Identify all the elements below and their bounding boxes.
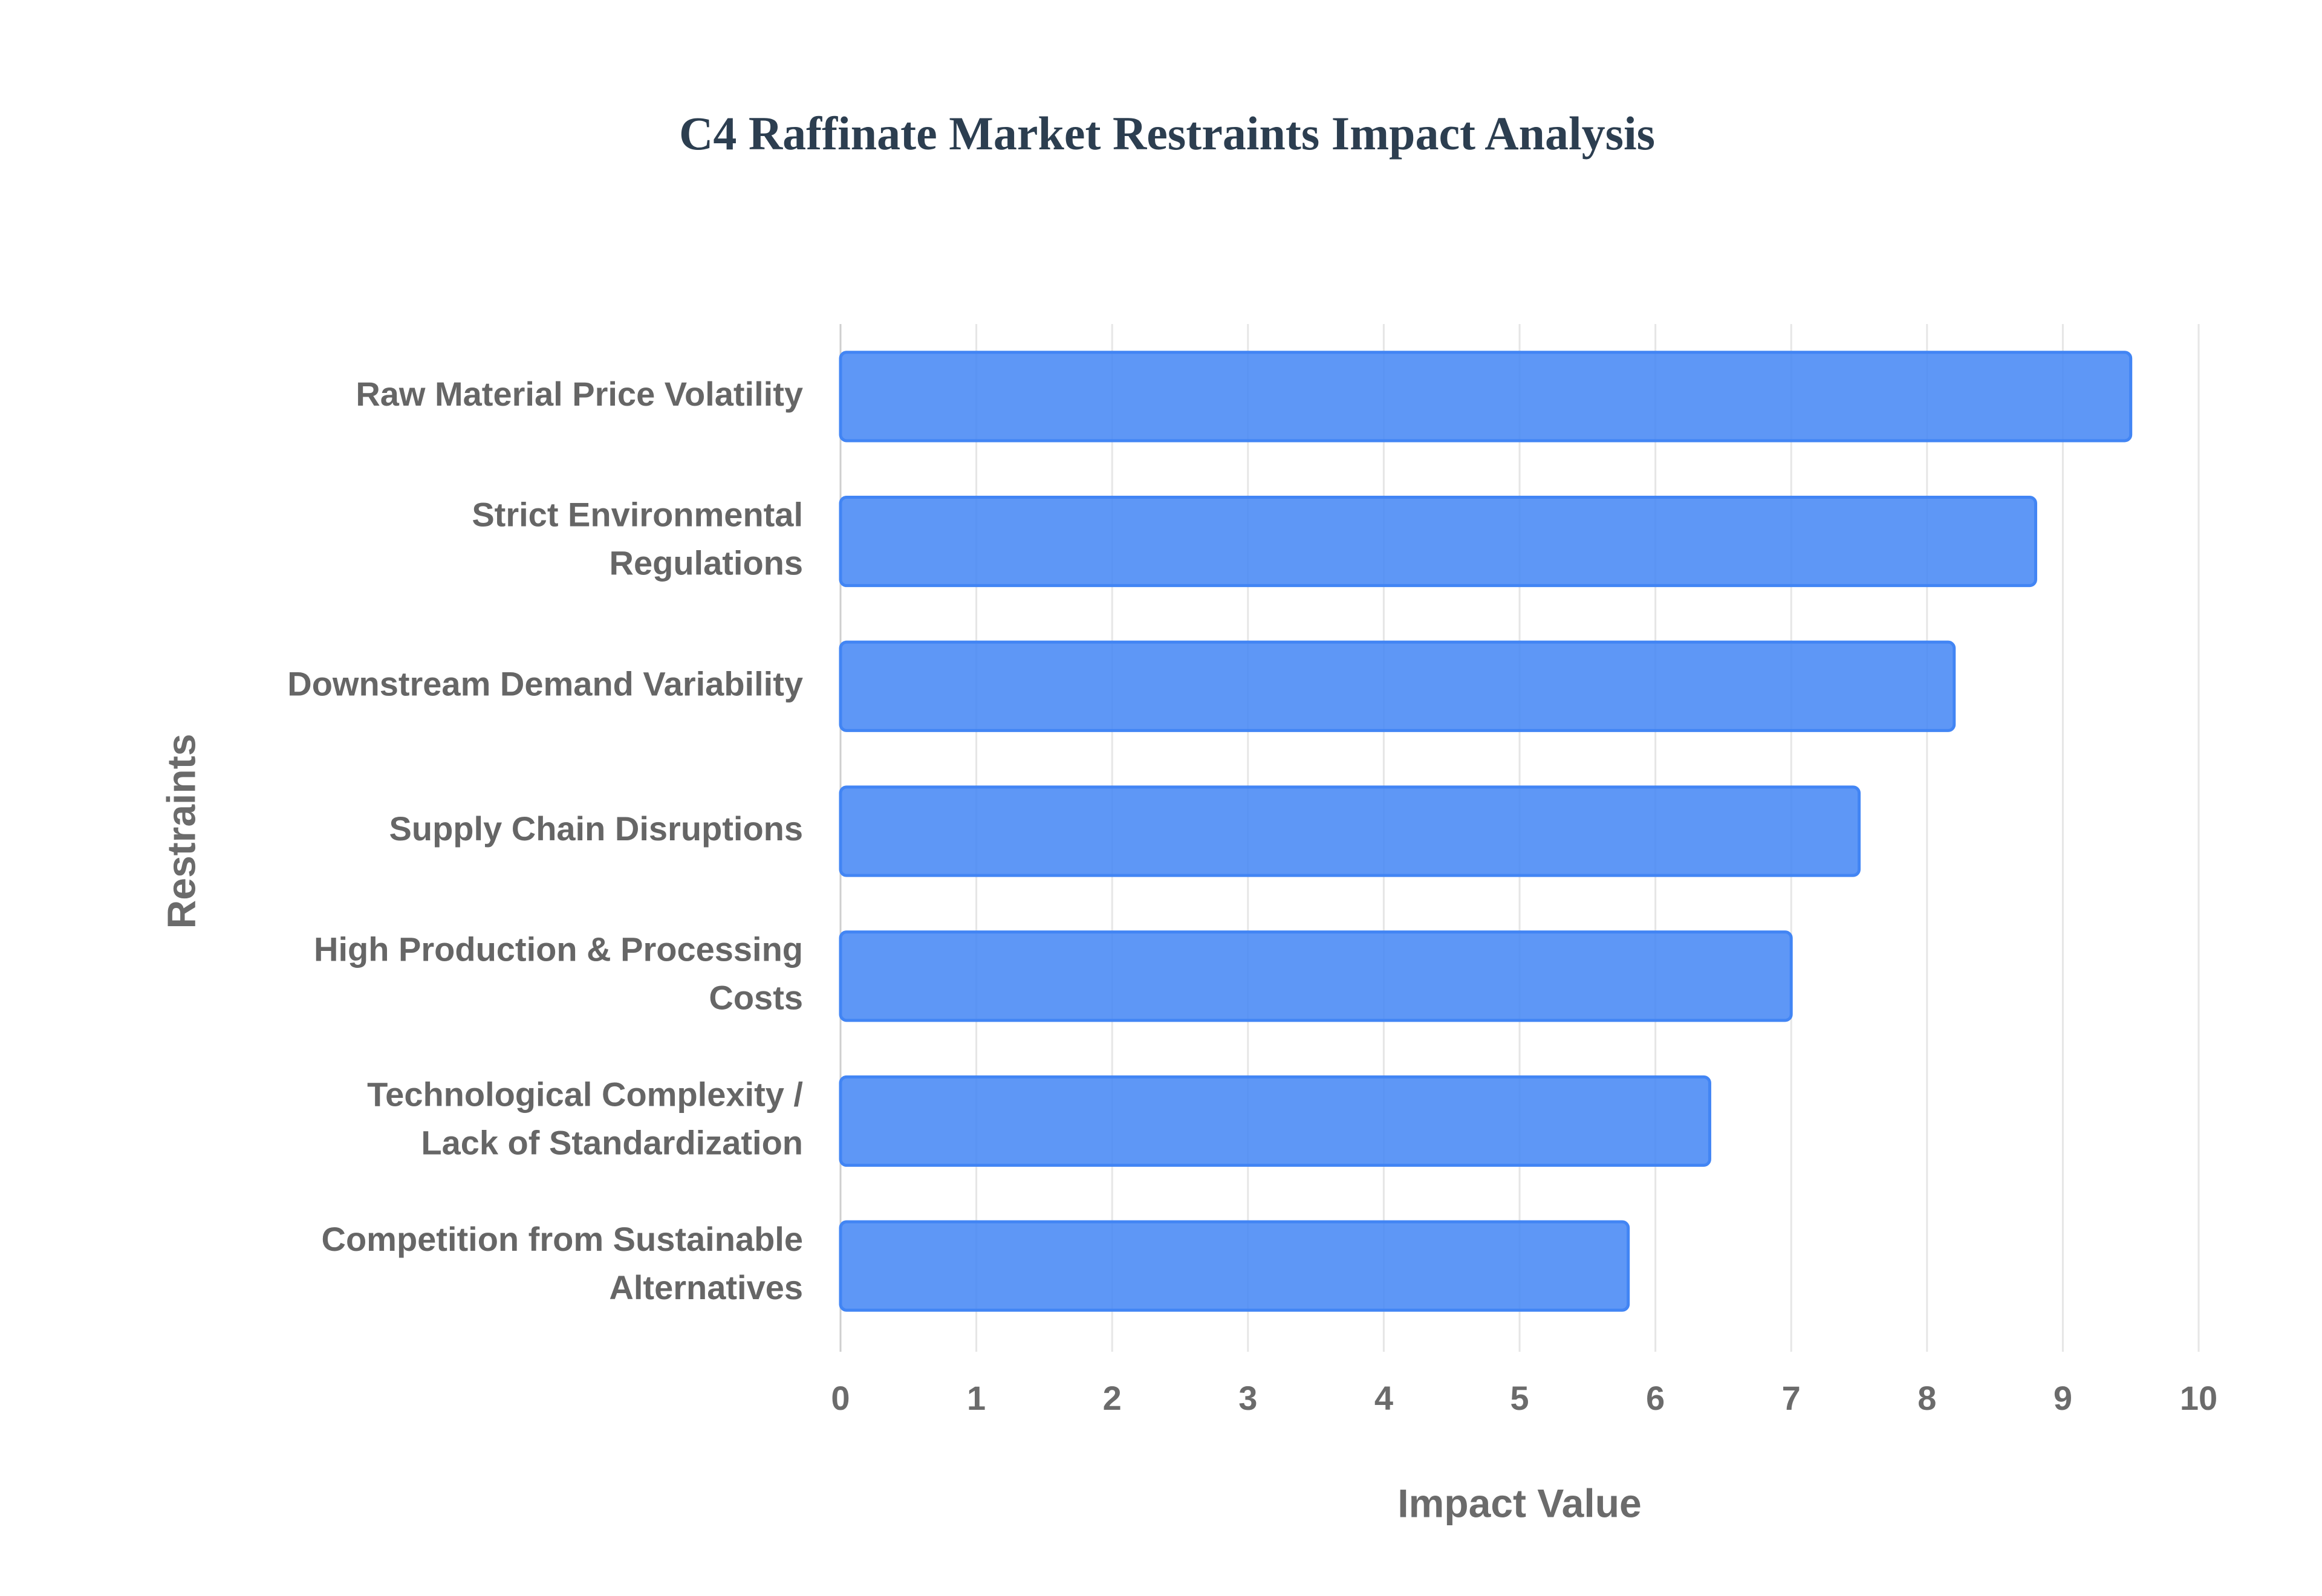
- chart-title: C4 Raffinate Market Restraints Impact An…: [679, 107, 1655, 160]
- bar: [839, 495, 2037, 588]
- y-tick-label: Supply Chain Disruptions: [389, 809, 803, 848]
- bar: [839, 1075, 1711, 1167]
- y-tick-label: Strict Environmental Regulations: [472, 495, 803, 582]
- x-tick-label: 10: [2180, 1379, 2217, 1417]
- x-tick-label: 2: [1103, 1379, 1122, 1417]
- x-tick-label: 0: [831, 1379, 850, 1417]
- x-tick-label: 6: [1646, 1379, 1665, 1417]
- x-tick-label: 8: [1917, 1379, 1936, 1417]
- y-tick-label: Downstream Demand Variability: [287, 664, 803, 702]
- y-axis-title: Restraints: [158, 734, 203, 929]
- x-tick-label: 1: [967, 1379, 986, 1417]
- y-tick-label: Technological Complexity / Lack of Standa…: [367, 1075, 803, 1161]
- bar: [839, 930, 1793, 1022]
- x-axis-title: Impact Value: [1397, 1481, 1642, 1525]
- x-tick-label: 7: [1782, 1379, 1801, 1417]
- x-tick-label: 4: [1374, 1379, 1393, 1417]
- y-tick-label: High Production & Processing Costs: [314, 930, 803, 1017]
- y-tick-label: Raw Material Price Volatility: [356, 375, 803, 413]
- bar: [839, 1220, 1630, 1312]
- y-tick-label: Competition from Sustainable Alternatives: [322, 1220, 804, 1306]
- x-tick-label: 3: [1238, 1379, 1257, 1417]
- x-tick-label: 5: [1510, 1379, 1529, 1417]
- x-tick-label: 9: [2054, 1379, 2072, 1417]
- bar: [839, 640, 1956, 732]
- bar: [839, 351, 2133, 443]
- bar: [839, 785, 1861, 877]
